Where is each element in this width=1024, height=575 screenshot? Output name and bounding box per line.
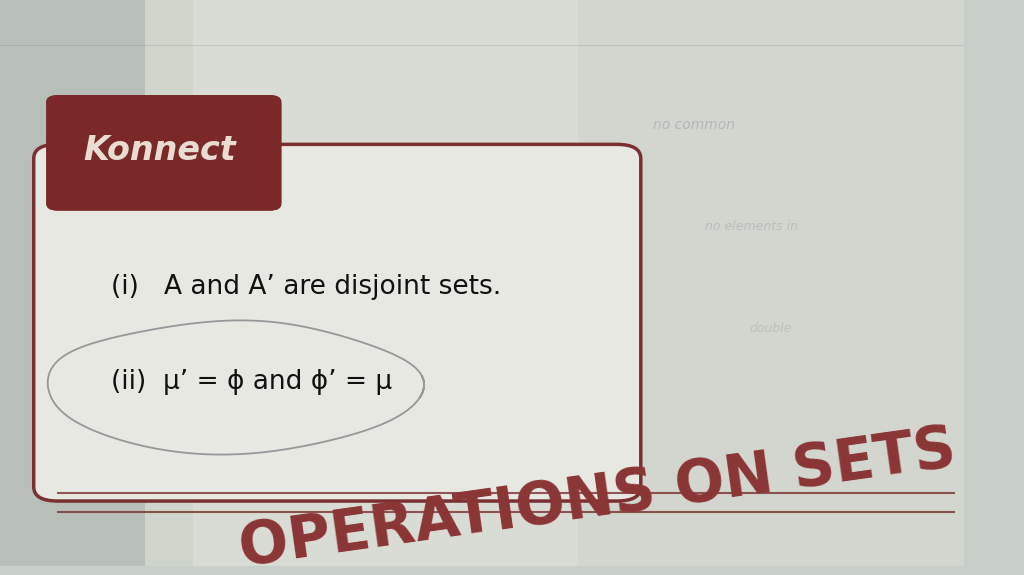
FancyBboxPatch shape [46,95,282,210]
Text: no elements in: no elements in [706,220,798,233]
Text: Konnect: Konnect [83,135,236,167]
Text: double: double [750,322,793,335]
Text: (i)   A and A’ are disjoint sets.: (i) A and A’ are disjoint sets. [111,274,501,300]
Bar [579,0,964,566]
Bar [193,0,964,566]
FancyBboxPatch shape [34,144,641,501]
Bar [0,0,144,566]
Text: (ii)  μ’ = ϕ and ϕ’ = μ: (ii) μ’ = ϕ and ϕ’ = μ [111,369,392,395]
Text: OPERATIONS ON SETS: OPERATIONS ON SETS [236,420,959,575]
FancyBboxPatch shape [46,95,282,210]
Text: no common: no common [653,117,735,132]
